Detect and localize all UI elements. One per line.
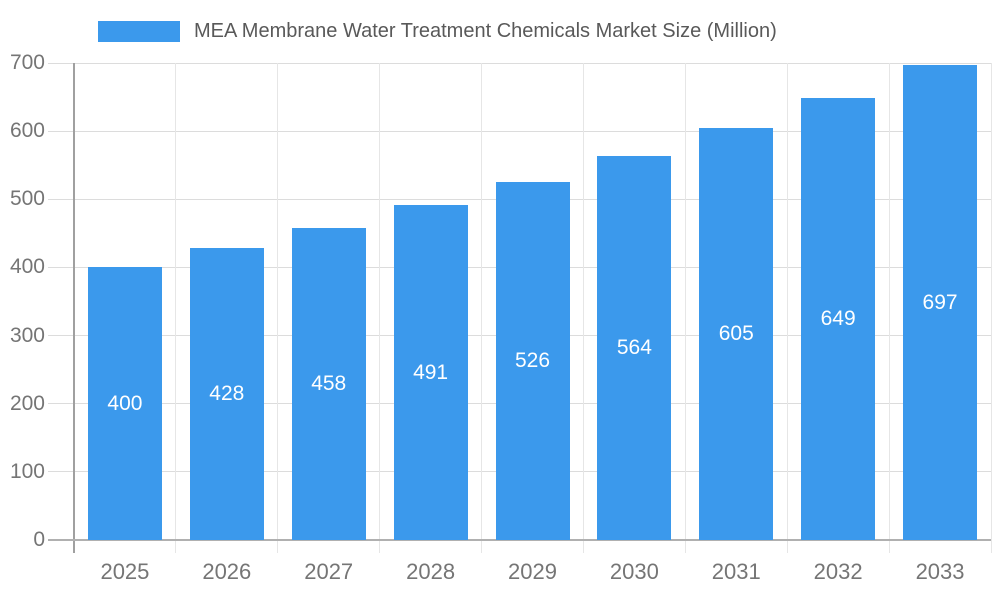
y-tick-label: 300: [9, 323, 45, 347]
bar-value-label: 458: [311, 371, 347, 395]
x-tick-label: 2028: [406, 559, 456, 584]
y-tick-label: 100: [9, 459, 45, 483]
y-tick-label: 400: [9, 255, 45, 279]
bar-value-label: 526: [514, 348, 551, 372]
y-tick-label: 500: [9, 187, 45, 211]
y-tick-label: 700: [9, 51, 45, 74]
x-tick-label: 2026: [202, 559, 252, 584]
v-gridline: [379, 63, 381, 553]
y-tick-label: 0: [33, 528, 45, 551]
legend-label: MEA Membrane Water Treatment Chemicals M…: [194, 20, 777, 42]
v-gridline: [888, 63, 890, 553]
bar-value-label: 605: [718, 321, 754, 345]
bar-value-label: 564: [616, 335, 652, 359]
y-tick-label: 600: [9, 119, 45, 143]
x-tick-label: 2031: [711, 559, 761, 584]
bar[interactable]: 564: [597, 155, 672, 540]
bar-value-label: 491: [413, 360, 449, 384]
v-gridline: [277, 63, 279, 553]
x-tick-label: 2033: [915, 559, 965, 584]
h-gridline: [48, 62, 991, 64]
bar[interactable]: 458: [291, 227, 366, 540]
v-gridline: [990, 63, 992, 553]
x-tick-label: 2025: [100, 559, 150, 584]
bar[interactable]: 605: [699, 127, 774, 540]
v-gridline: [582, 63, 584, 553]
x-tick-label: 2032: [813, 559, 863, 584]
bar[interactable]: 697: [903, 65, 978, 540]
v-gridline: [786, 63, 788, 553]
x-tick-label: 2030: [609, 559, 659, 584]
bar-value-label: 428: [209, 382, 245, 406]
legend-item[interactable]: MEA Membrane Water Treatment Chemicals M…: [98, 20, 777, 43]
y-axis-line: [72, 63, 75, 553]
v-gridline: [481, 63, 483, 553]
bar[interactable]: 491: [393, 205, 468, 540]
bar[interactable]: 428: [189, 248, 264, 540]
bar-value-label: 697: [922, 290, 958, 314]
bar[interactable]: 649: [801, 97, 876, 540]
x-axis-line: [48, 539, 991, 541]
x-tick-label: 2029: [508, 559, 557, 584]
bar[interactable]: 526: [495, 181, 570, 540]
h-gridline: [48, 130, 991, 132]
x-tick-label: 2027: [304, 559, 354, 584]
bar-value-label: 400: [107, 391, 143, 415]
y-tick-label: 200: [9, 391, 45, 415]
v-gridline: [175, 63, 177, 553]
bar-value-label: 649: [820, 306, 856, 330]
legend-swatch: [98, 21, 180, 42]
bar[interactable]: 400: [87, 267, 162, 540]
v-gridline: [684, 63, 686, 553]
